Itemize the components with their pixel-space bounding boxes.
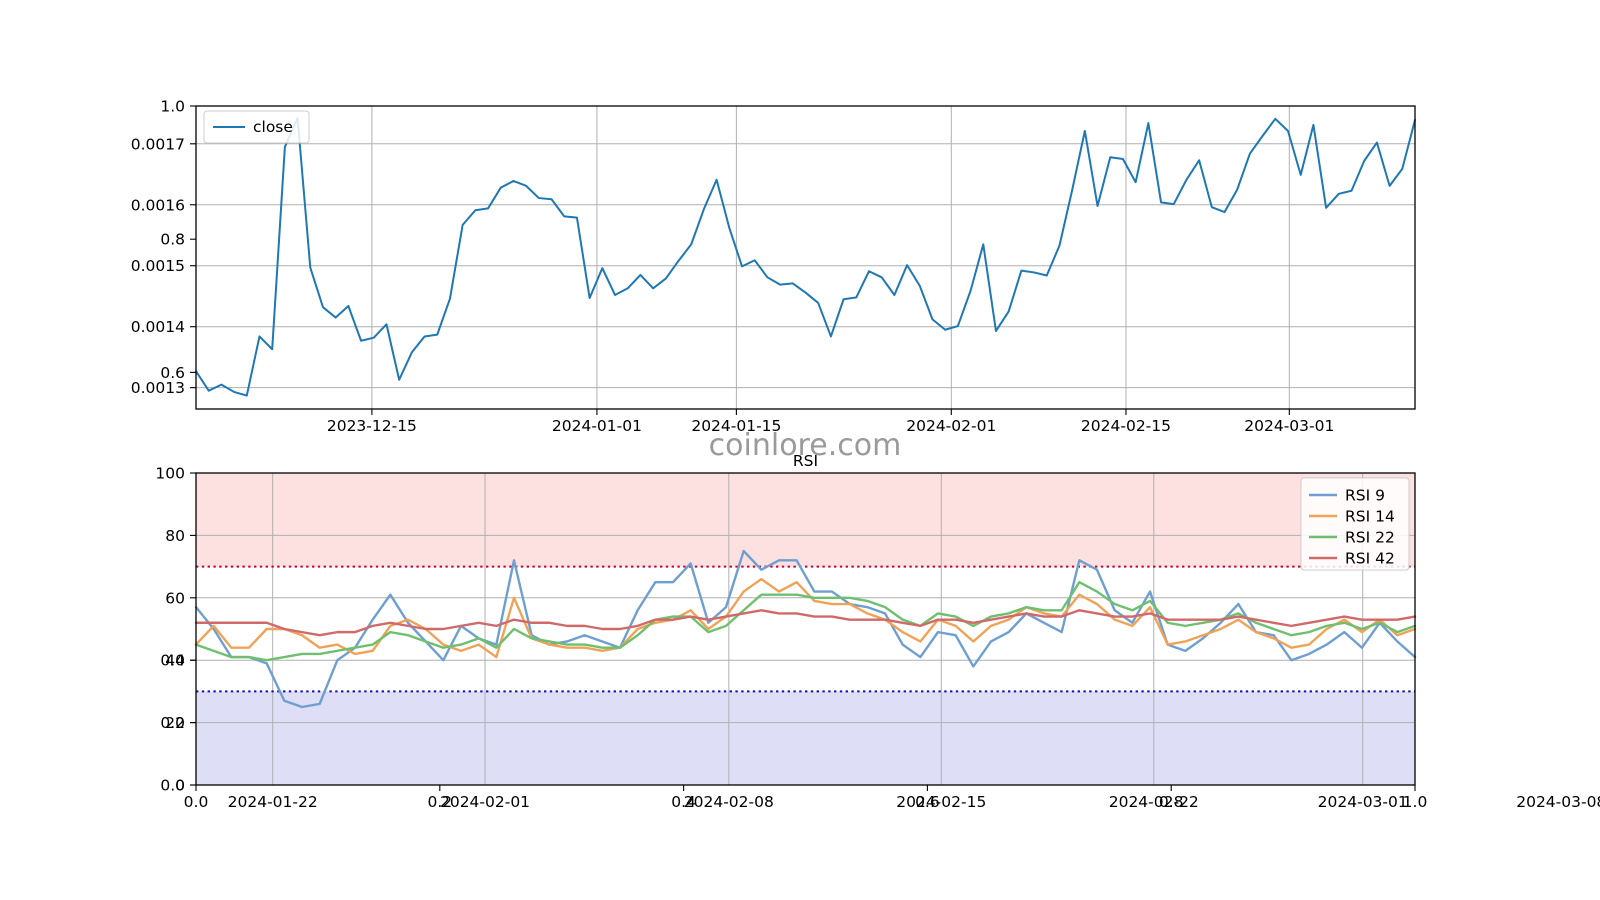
rsi-ytick-label-4: 20 <box>165 714 185 732</box>
rsi-ytick-label-3: 40 <box>165 652 185 670</box>
rsi-legend-label-rsi-9: RSI 9 <box>1345 487 1385 505</box>
price-ytick-label-0: 0.0017 <box>131 135 185 153</box>
rsi-xtick-overlay-label-5: 1.0 <box>1403 793 1428 811</box>
rsi-ytick-overlay-label-2: 0.0 <box>160 777 185 795</box>
rsi-legend-label-rsi-22: RSI 22 <box>1345 529 1395 547</box>
price-xtick-label-1: 2024-01-01 <box>552 417 642 435</box>
price-ytick-overlay-label-1: 0.8 <box>160 231 185 249</box>
rsi-ytick-label-5: 0 <box>175 777 185 795</box>
rsi-legend-box[interactable] <box>1300 477 1410 571</box>
price-axes-frame <box>195 105 1416 410</box>
rsi-ytick-label-1: 80 <box>165 527 185 545</box>
price-ytick-overlay-label-0: 1.0 <box>160 98 185 116</box>
rsi-xtick-overlay-label-3: 0.6 <box>915 793 940 811</box>
rsi-series-line-rsi-42 <box>194 609 1417 637</box>
price-legend-label-close: close <box>253 118 293 136</box>
price-ytick-label-4: 0.0013 <box>131 379 185 397</box>
price-xtick-label-2: 2024-01-15 <box>691 417 781 435</box>
rsi-legend-label-rsi-14: RSI 14 <box>1345 508 1395 526</box>
price-xtick-label-3: 2024-02-01 <box>906 417 996 435</box>
rsi-xtick-overlay-label-4: 0.8 <box>1159 793 1184 811</box>
price-ytick-overlay-label-2: 0.6 <box>160 364 185 382</box>
rsi-ytick-overlay-label-0: 0.4 <box>160 652 185 670</box>
rsi-oversold-band <box>196 691 1415 785</box>
rsi-xtick-overlay-label-2: 0.4 <box>671 793 696 811</box>
rsi-series-line-rsi-22 <box>194 581 1417 662</box>
price-plot-area <box>196 106 1415 409</box>
price-legend-box[interactable] <box>203 110 310 144</box>
rsi-xtick-overlay-label-1: 0.2 <box>427 793 452 811</box>
rsi-legend-label-rsi-42: RSI 42 <box>1345 550 1395 568</box>
rsi-ytick-label-2: 60 <box>165 589 185 607</box>
price-xtick-label-4: 2024-02-15 <box>1081 417 1171 435</box>
rsi-xtick-date-label-2: 2024-02-08 <box>684 793 774 811</box>
rsi-panel-title: RSI <box>793 452 818 470</box>
rsi-xtick-date-label-1: 2024-02-01 <box>440 793 530 811</box>
rsi-xtick-date-label-3: 2024-02-15 <box>896 793 986 811</box>
rsi-ytick-label-0: 100 <box>155 465 185 483</box>
price-ytick-label-1: 0.0016 <box>131 196 185 214</box>
rsi-xtick-date-label-4: 2024-02-22 <box>1109 793 1199 811</box>
rsi-series-line-rsi-9 <box>194 549 1417 709</box>
rsi-series-line-rsi-14 <box>194 577 1417 659</box>
price-xtick-label-5: 2024-03-01 <box>1244 417 1334 435</box>
rsi-axes-frame <box>195 472 1416 786</box>
price-ytick-label-3: 0.0014 <box>131 318 185 336</box>
rsi-xtick-date-label-5: 2024-03-01 <box>1318 793 1408 811</box>
price-xtick-label-0: 2023-12-15 <box>327 417 417 435</box>
rsi-xtick-overlay-label-0: 0.0 <box>184 793 209 811</box>
rsi-xtick-date-label-6: 2024-03-08 <box>1516 793 1600 811</box>
rsi-overbought-band <box>196 473 1415 567</box>
watermark-coinlore: coinlore.com <box>709 428 902 463</box>
rsi-ytick-overlay-label-1: 0.2 <box>160 714 185 732</box>
price-series-close-line <box>195 117 1416 397</box>
price-ytick-label-2: 0.0015 <box>131 257 185 275</box>
rsi-xtick-date-label-0: 2024-01-22 <box>228 793 318 811</box>
